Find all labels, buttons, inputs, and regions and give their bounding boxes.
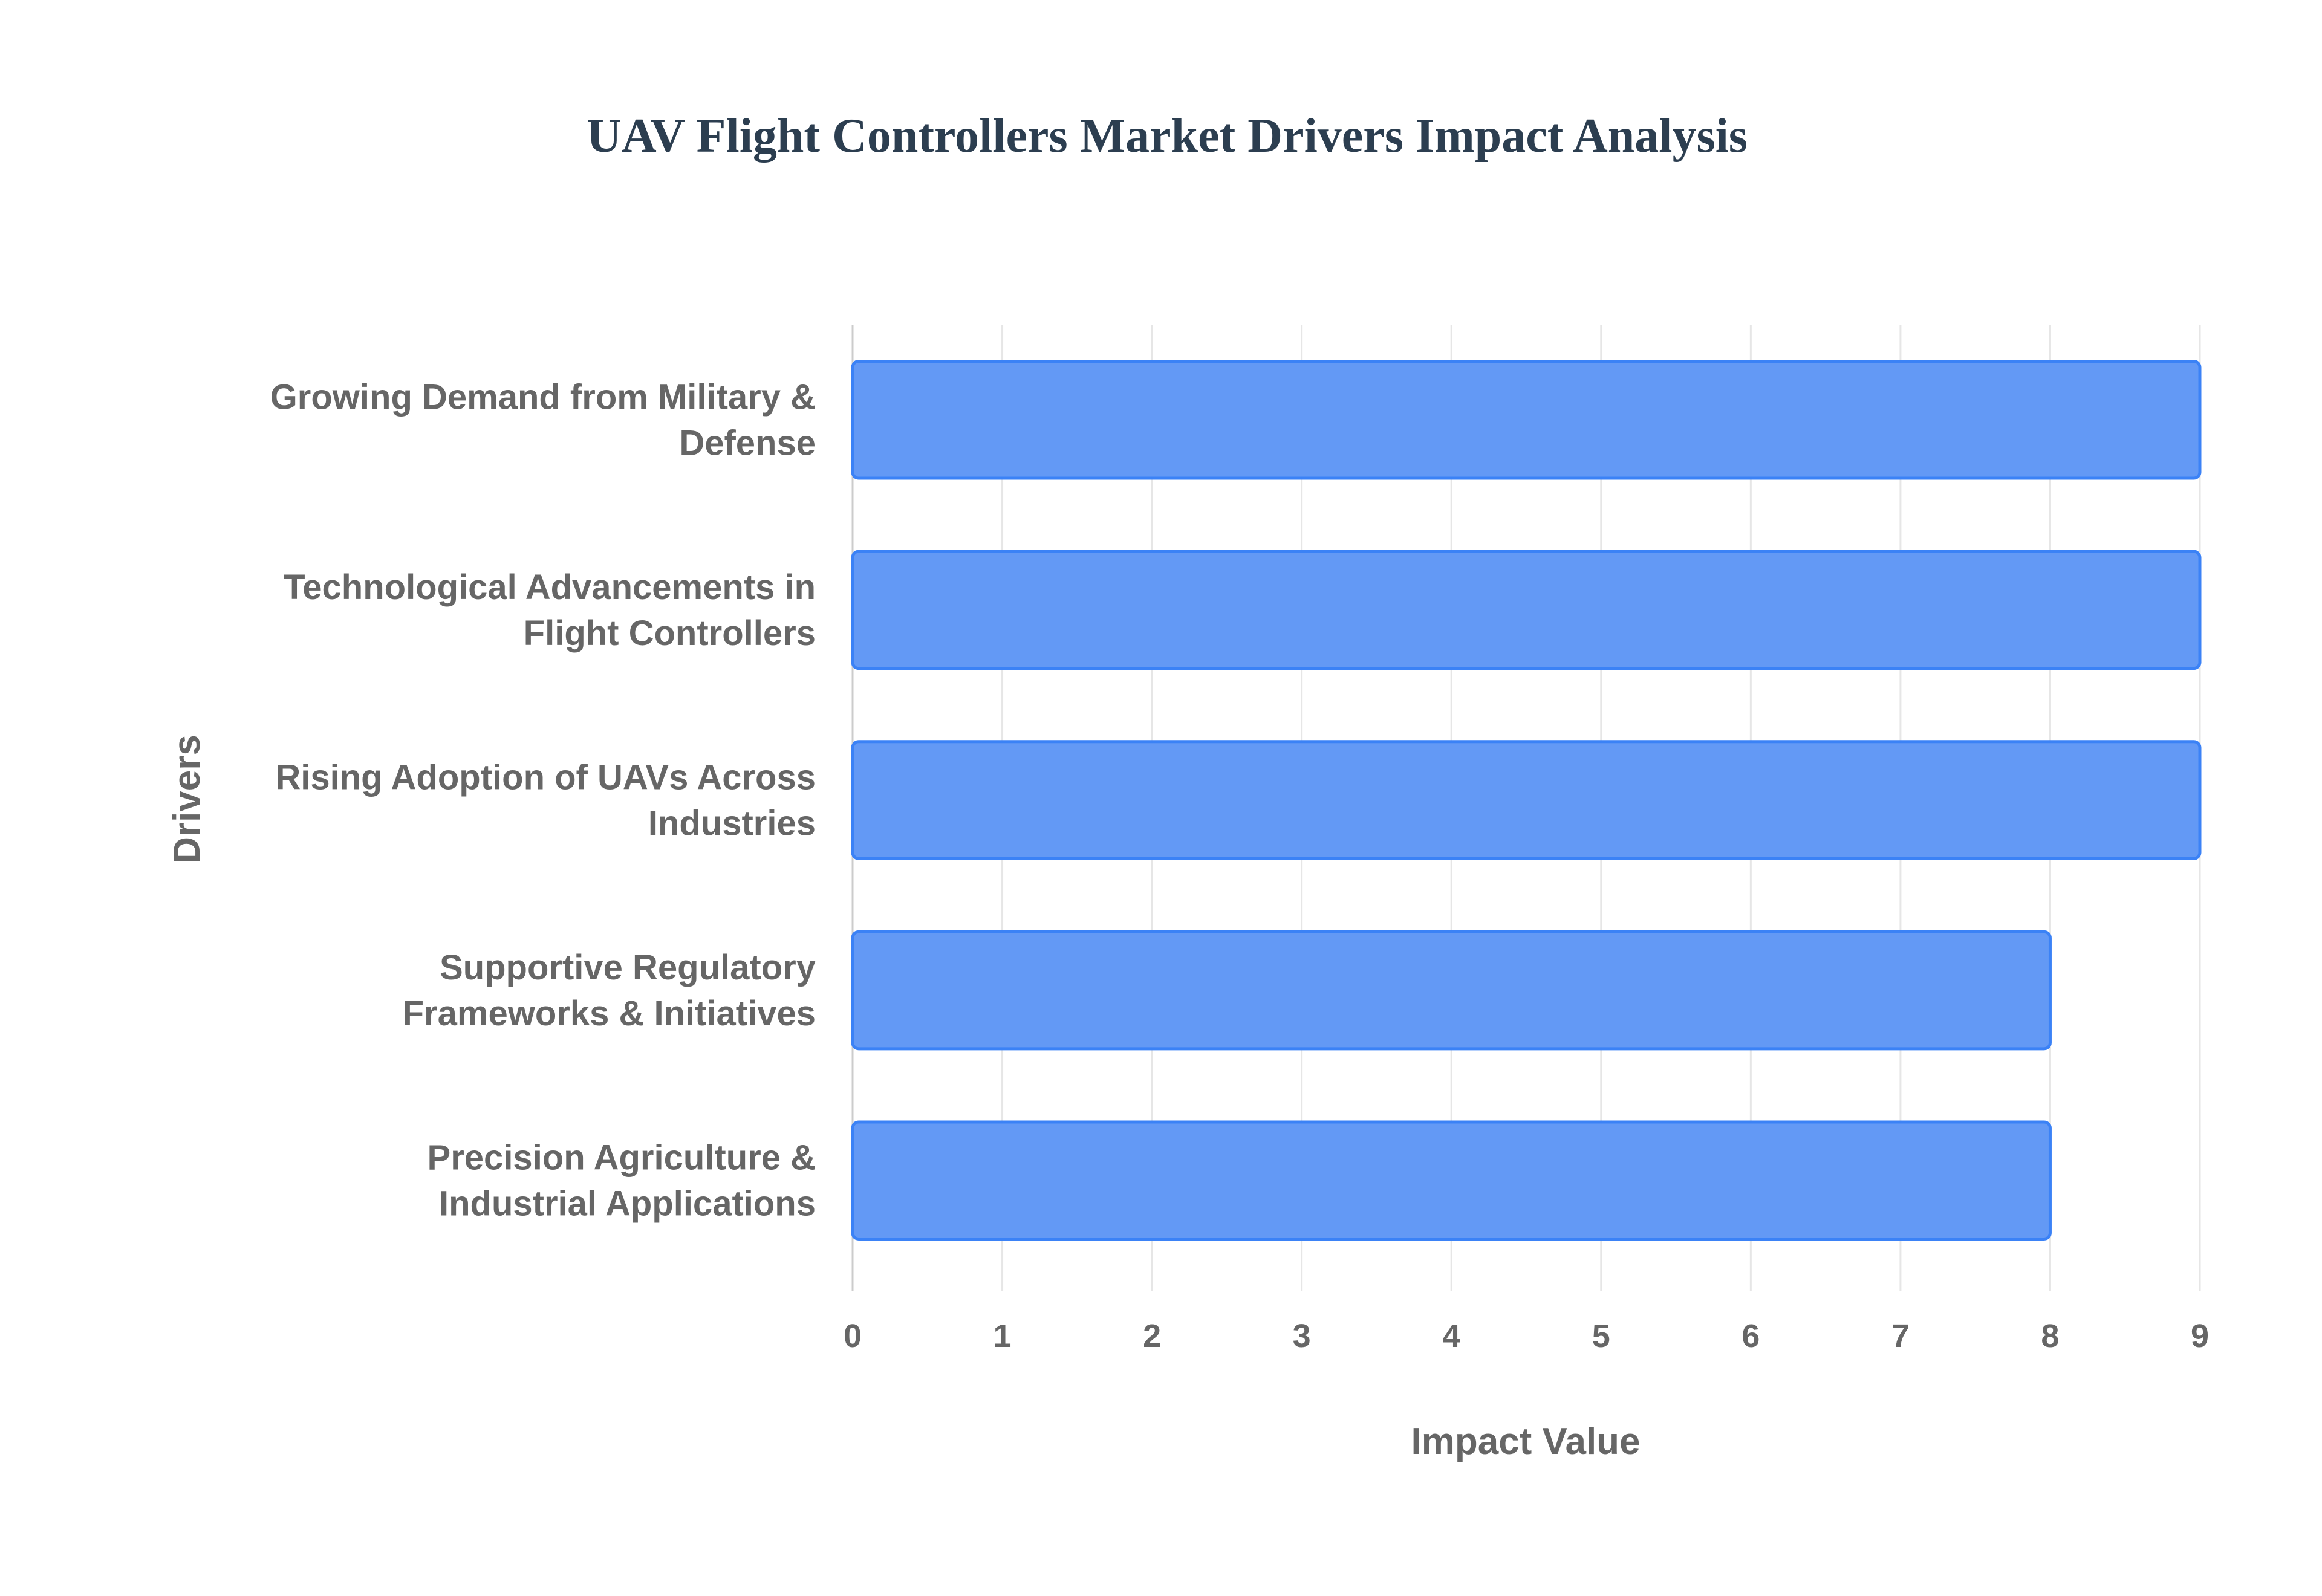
y-category-label: Precision Agriculture & Industrial Applic… xyxy=(428,1138,816,1224)
x-tick-label: 4 xyxy=(1442,1318,1460,1354)
y-category-label: Technological Advancements in Flight Cont… xyxy=(284,568,816,653)
y-category-label: Supportive Regulatory Frameworks & Initia… xyxy=(403,948,816,1033)
y-category-label: Growing Demand from Military & Defense xyxy=(270,377,816,462)
y-axis-label: Drivers xyxy=(166,735,208,864)
y-category-label: Rising Adoption of UAVs Across Industries xyxy=(275,758,816,843)
x-tick-label: 8 xyxy=(2041,1318,2059,1354)
chart-title: UAV Flight Controllers Market Drivers Im… xyxy=(587,109,1748,163)
x-tick-label: 9 xyxy=(2191,1318,2209,1354)
x-tick-label: 0 xyxy=(844,1318,862,1354)
x-tick-label: 7 xyxy=(1891,1318,1910,1354)
bar xyxy=(851,740,2202,860)
x-tick-label: 3 xyxy=(1293,1318,1311,1354)
bar xyxy=(851,1120,2052,1241)
x-tick-label: 6 xyxy=(1742,1318,1760,1354)
x-tick-label: 1 xyxy=(994,1318,1012,1354)
x-tick-label: 5 xyxy=(1592,1318,1610,1354)
bar xyxy=(851,930,2052,1051)
x-tick-label: 2 xyxy=(1143,1318,1161,1354)
bar xyxy=(851,360,2202,480)
bar xyxy=(851,550,2202,670)
x-axis-label: Impact Value xyxy=(1411,1421,1640,1462)
